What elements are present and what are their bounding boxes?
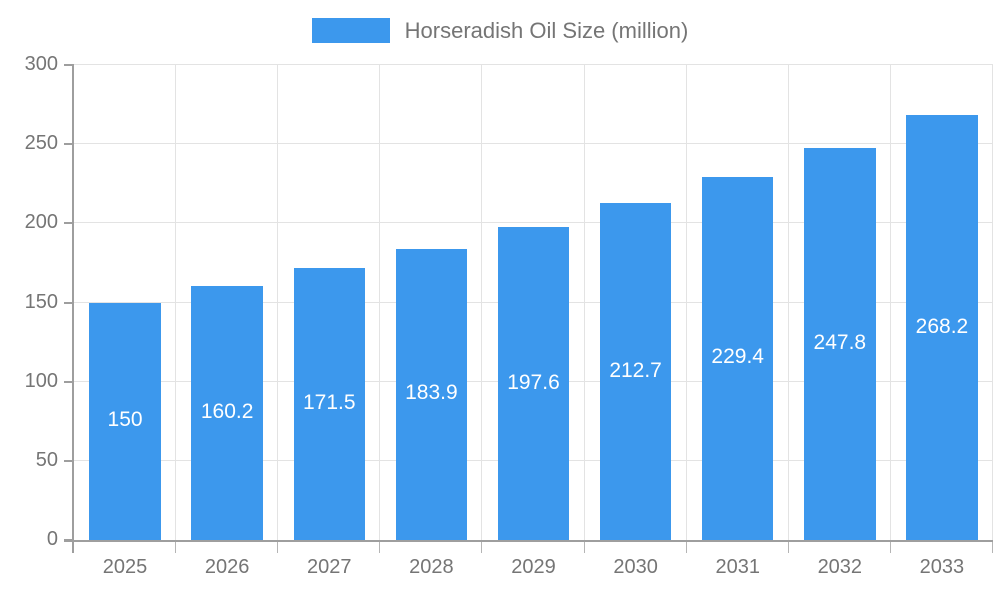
x-tick-label: 2025 <box>102 556 148 578</box>
y-tick-label: 200 <box>24 211 58 234</box>
gridline-vertical <box>379 65 381 540</box>
bar[interactable] <box>293 268 365 540</box>
gridline-vertical <box>787 65 789 540</box>
x-tick-label: 2026 <box>204 556 250 578</box>
bar[interactable] <box>599 203 672 540</box>
x-axis-tick <box>889 540 891 553</box>
gridline-vertical <box>277 65 279 540</box>
gridline-vertical <box>685 65 687 540</box>
gridline-horizontal <box>74 222 993 224</box>
y-axis-tick <box>64 301 74 304</box>
bar-value-label: 150 <box>107 408 143 432</box>
x-tick-label: 2027 <box>307 556 352 578</box>
bar-value-label: 183.9 <box>405 381 458 405</box>
x-tick-label: 2029 <box>511 556 556 578</box>
x-axis-tick <box>583 540 585 553</box>
x-axis-tick <box>277 540 279 553</box>
y-axis <box>72 65 74 553</box>
y-tick-label: 50 <box>35 448 58 471</box>
chart-legend[interactable]: Horseradish Oil Size (million) <box>0 18 1000 43</box>
x-axis-tick <box>379 540 381 553</box>
gridline-vertical <box>175 65 177 540</box>
bar[interactable] <box>395 248 468 540</box>
bar[interactable] <box>804 147 876 540</box>
gridline-vertical <box>583 65 585 540</box>
bar-value-label: 268.2 <box>915 314 969 338</box>
bar[interactable] <box>497 227 570 540</box>
gridline-vertical <box>992 65 993 540</box>
bar-value-label: 160.2 <box>200 400 254 424</box>
x-axis-tick <box>175 540 177 553</box>
x-axis <box>64 540 993 542</box>
bar-value-label: 247.8 <box>813 330 867 354</box>
bar[interactable] <box>701 176 774 540</box>
gridline-horizontal <box>74 143 993 145</box>
gridline-vertical <box>889 65 891 540</box>
x-tick-label: 2032 <box>817 556 863 578</box>
bar[interactable] <box>906 115 978 540</box>
bar[interactable] <box>191 286 263 540</box>
y-tick-label: 250 <box>24 132 58 155</box>
x-tick-label: 2030 <box>613 556 658 578</box>
x-axis-tick <box>481 540 483 553</box>
bar-value-label: 197.6 <box>507 370 560 394</box>
y-axis-tick <box>64 222 74 225</box>
x-tick-label: 2028 <box>409 556 454 578</box>
bar-value-label: 229.4 <box>711 345 764 369</box>
y-tick-label: 150 <box>24 290 58 313</box>
legend-label: Horseradish Oil Size (million) <box>404 18 689 43</box>
y-axis-tick <box>64 459 74 462</box>
bar[interactable] <box>89 302 161 540</box>
y-tick-label: 100 <box>24 369 58 392</box>
x-tick-label: 2031 <box>715 556 760 578</box>
x-tick-label: 2033 <box>919 556 965 578</box>
gridline-horizontal <box>74 64 993 65</box>
x-axis-tick <box>992 540 993 553</box>
gridline-vertical <box>481 65 483 540</box>
bar-value-label: 212.7 <box>609 358 662 382</box>
bar-value-label: 171.5 <box>302 391 356 415</box>
y-tick-label: 300 <box>24 53 58 75</box>
y-axis-tick <box>64 380 74 383</box>
y-axis-tick <box>64 143 74 146</box>
x-axis-tick <box>685 540 687 553</box>
x-axis-tick <box>787 540 789 553</box>
y-tick-label: 0 <box>46 528 58 550</box>
legend-swatch <box>311 18 390 43</box>
y-axis-tick <box>64 64 74 66</box>
